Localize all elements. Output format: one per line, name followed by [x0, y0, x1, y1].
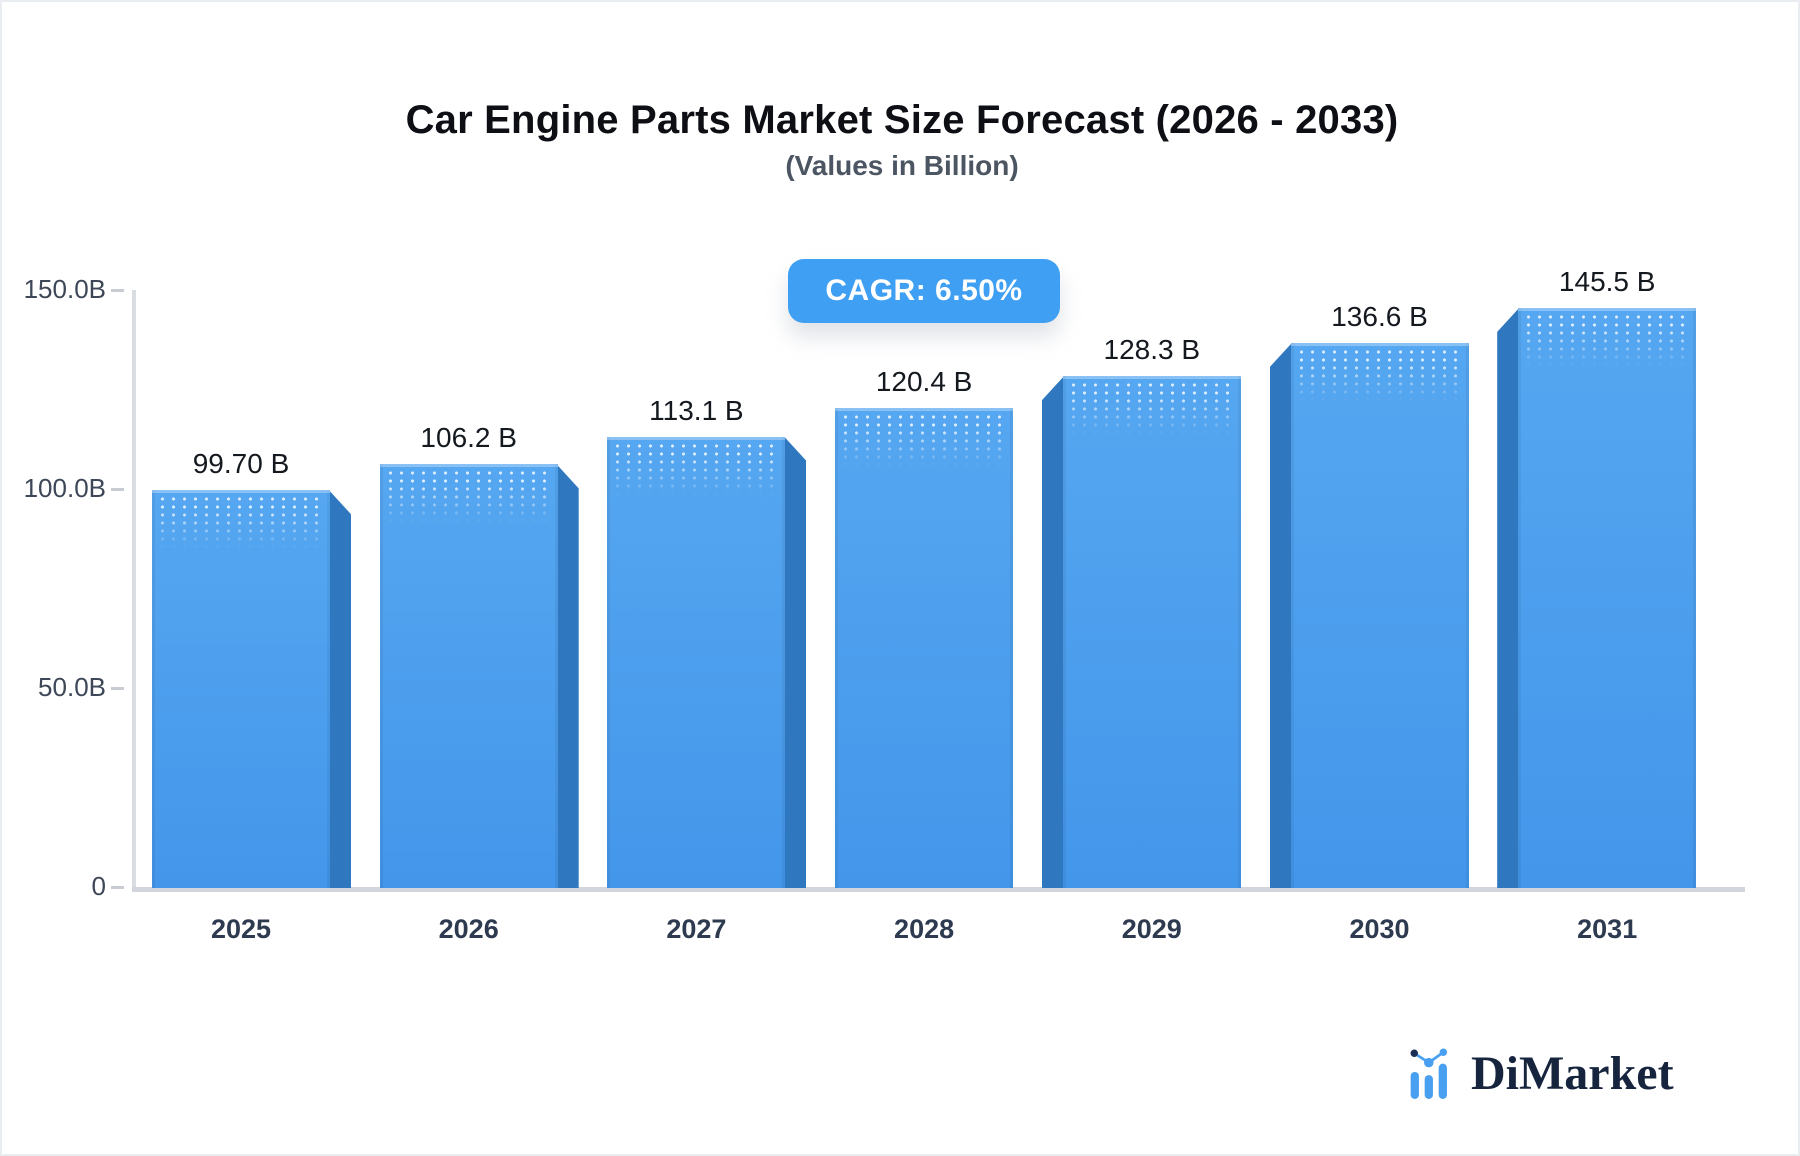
bar-3d-side: [784, 436, 807, 888]
chart-subtitle: (Values in Billion): [785, 150, 1019, 181]
bar-dot-texture: [1295, 348, 1464, 403]
bar-2029: [1062, 376, 1241, 888]
bar-value-label: 128.3 B: [1103, 334, 1201, 366]
bar-3d-side: [1269, 343, 1292, 888]
y-axis-tick-label: 100.0B: [23, 473, 106, 503]
bar-value-label: 106.2 B: [420, 422, 517, 454]
y-axis-line: [132, 290, 136, 890]
bar-3d-side: [556, 464, 579, 888]
y-axis-tick-label: 0: [91, 871, 106, 901]
bar-value-label: 120.4 B: [875, 365, 973, 397]
bar-dot-texture: [612, 441, 781, 496]
bar-2031: [1518, 307, 1697, 888]
dimarket-logo: DiMarket: [1409, 1040, 1674, 1106]
bar-2025: [152, 490, 330, 888]
x-axis-category-label: 2026: [438, 914, 499, 944]
bar-3d-side: [1497, 307, 1520, 888]
bar-2026: [379, 464, 558, 888]
bar-3d-side: [1041, 376, 1064, 888]
x-axis-category-label: 2031: [1577, 914, 1638, 944]
y-axis-tick-mark: [111, 886, 124, 889]
y-axis-tick-mark: [111, 488, 124, 491]
y-axis-tick-mark: [111, 687, 124, 690]
x-axis-category-label: 2029: [1121, 914, 1182, 944]
x-axis-category-label: 2027: [666, 914, 727, 944]
y-axis-tick-label: 50.0B: [38, 672, 106, 702]
bar-2030: [1290, 343, 1469, 888]
x-axis-category-label: 2030: [1349, 914, 1410, 944]
chart-title: Car Engine Parts Market Size Forecast (2…: [405, 98, 1399, 142]
bar-value-label: 136.6 B: [1331, 301, 1428, 333]
bar-dot-texture: [157, 495, 325, 550]
y-axis-tick-mark: [111, 289, 124, 292]
x-axis-category-label: 2025: [210, 914, 272, 944]
bar-value-label: 113.1 B: [649, 394, 744, 426]
cagr-badge: CAGR: 6.50%: [788, 259, 1060, 323]
logo-text: DiMarket: [1471, 1046, 1674, 1100]
bar-dot-texture: [840, 412, 1009, 467]
bar-3d-side: [329, 490, 351, 888]
bar-2028: [835, 407, 1014, 888]
bar-2027: [607, 436, 786, 888]
bar-dot-texture: [384, 469, 553, 524]
mini-bar-line-chart-icon: [1410, 1048, 1448, 1099]
bar-dot-texture: [1523, 312, 1692, 367]
cagr-badge-label: CAGR: 6.50%: [825, 274, 1023, 307]
bar-dot-texture: [1067, 381, 1236, 436]
bar-value-label: 99.70 B: [192, 448, 290, 480]
y-axis-tick-label: 150.0B: [23, 274, 106, 304]
x-axis-category-label: 2028: [894, 914, 955, 944]
x-axis-baseline: [132, 887, 1745, 892]
bar-value-label: 145.5 B: [1558, 265, 1656, 297]
